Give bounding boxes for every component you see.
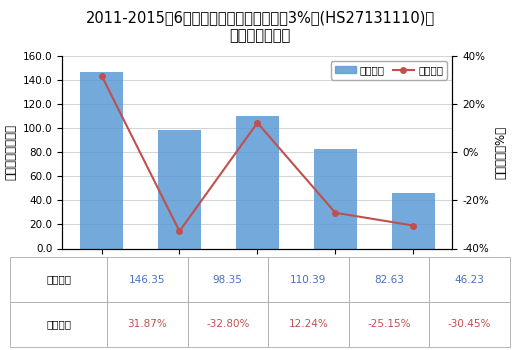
- Text: 同比增长: 同比增长: [46, 319, 71, 329]
- Legend: 进口数量, 同比增长: 进口数量, 同比增长: [331, 61, 447, 79]
- Text: -30.45%: -30.45%: [448, 319, 491, 329]
- Text: 146.35: 146.35: [129, 274, 165, 285]
- Text: 98.35: 98.35: [213, 274, 243, 285]
- Text: -25.15%: -25.15%: [367, 319, 411, 329]
- Text: 12.24%: 12.24%: [289, 319, 328, 329]
- Bar: [392, 193, 435, 248]
- Text: 进口数量: 进口数量: [46, 274, 71, 285]
- Y-axis label: 同比增长（%）: 同比增长（%）: [495, 126, 508, 179]
- Text: -32.80%: -32.80%: [206, 319, 250, 329]
- Text: 82.63: 82.63: [374, 274, 404, 285]
- Text: 46.23: 46.23: [454, 274, 484, 285]
- Bar: [158, 130, 201, 248]
- Y-axis label: 进口数量（万吨）: 进口数量（万吨）: [5, 124, 18, 180]
- Text: 110.39: 110.39: [290, 274, 327, 285]
- Bar: [236, 116, 279, 248]
- Bar: [80, 72, 123, 248]
- Text: 2011-2015年6月未煅烧石油焦（含硫量＜3%）(HS27131110)进
口量及增速统计: 2011-2015年6月未煅烧石油焦（含硫量＜3%）(HS27131110)进 …: [85, 10, 435, 43]
- Text: 31.87%: 31.87%: [127, 319, 167, 329]
- Bar: [314, 149, 357, 248]
